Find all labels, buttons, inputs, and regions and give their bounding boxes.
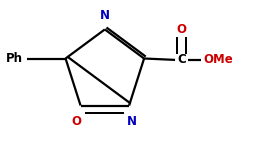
Text: O: O [176,23,187,36]
Text: O: O [72,115,82,128]
Text: N: N [100,9,110,22]
Text: C: C [177,53,186,66]
Text: Ph: Ph [6,52,23,65]
Text: OMe: OMe [203,53,233,66]
Text: N: N [127,115,137,128]
